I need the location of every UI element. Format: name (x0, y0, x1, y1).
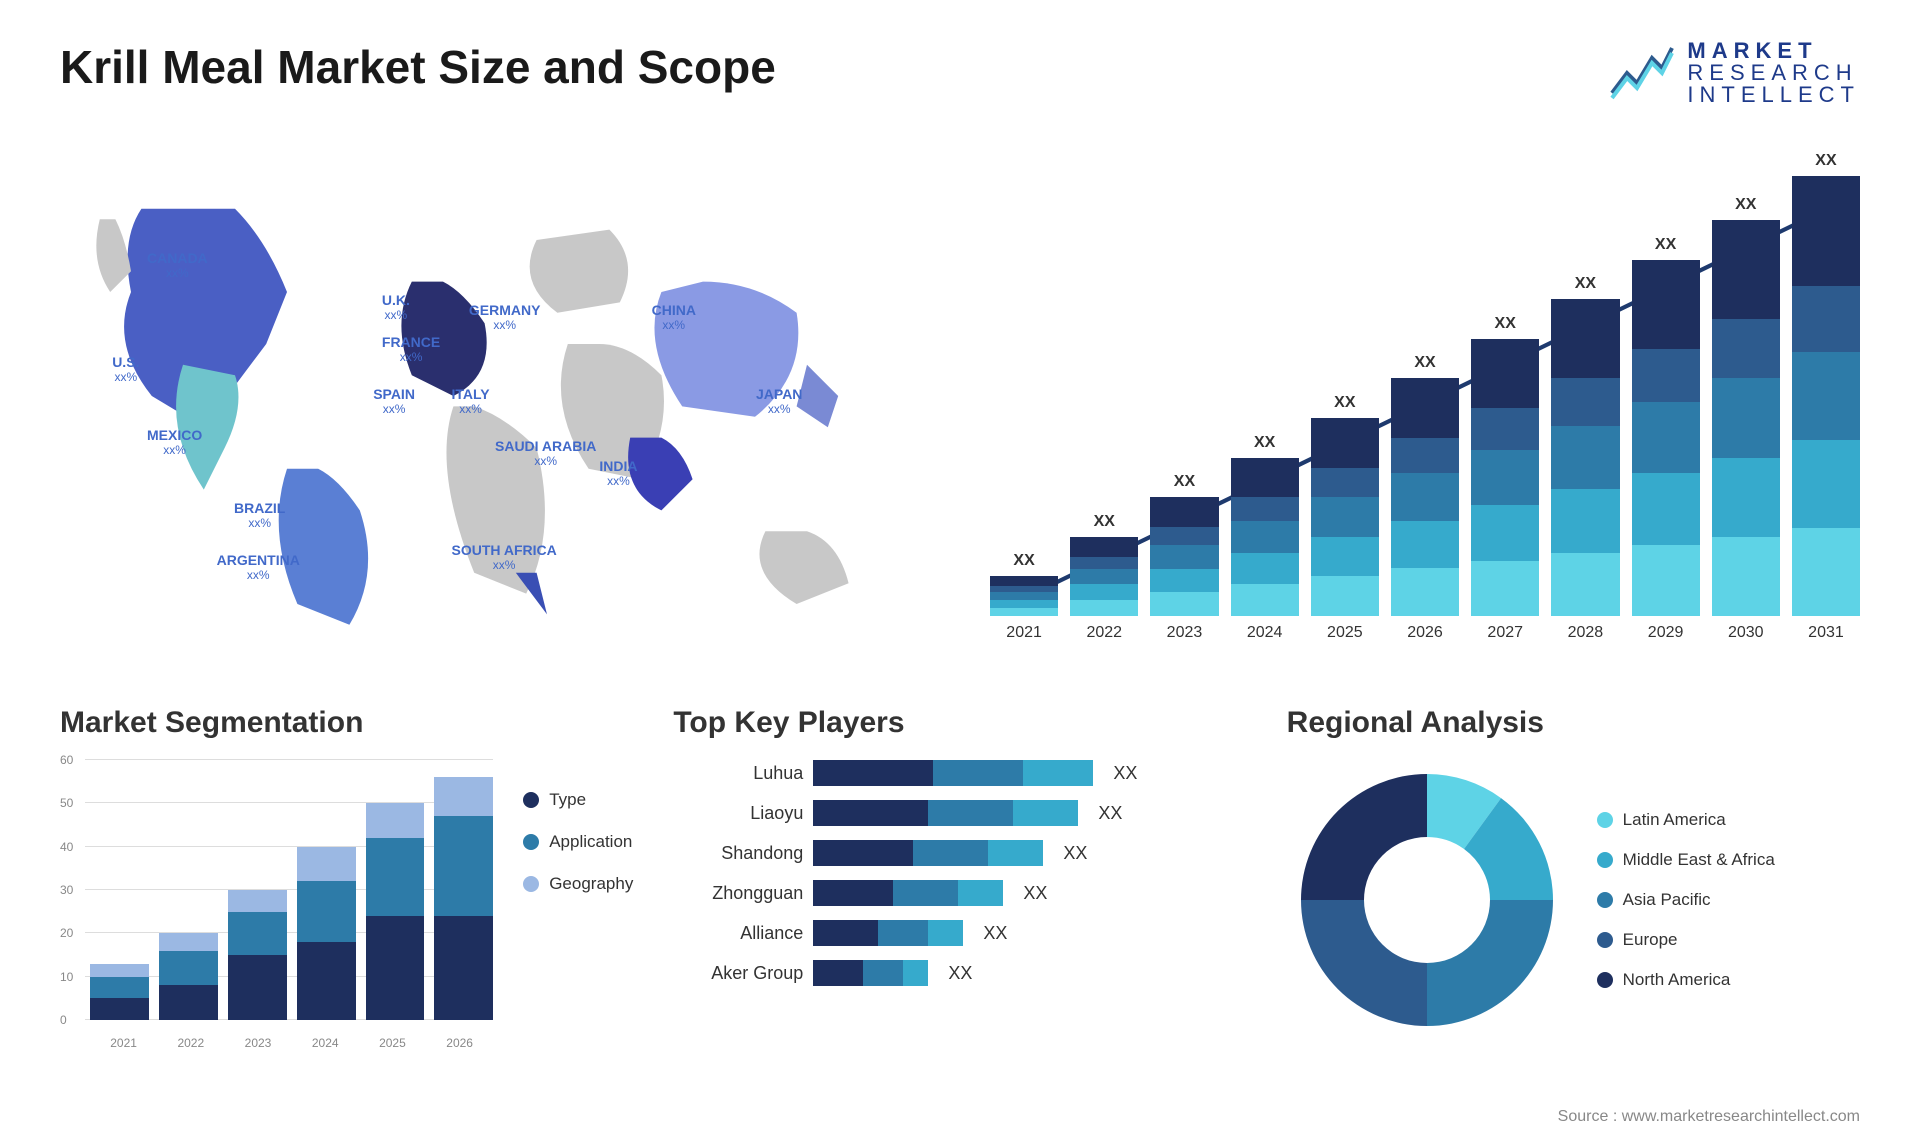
legend-item: Asia Pacific (1597, 890, 1775, 910)
legend-item: Type (523, 790, 633, 810)
player-row: LuhuaXX (673, 760, 1246, 786)
regional-donut-chart (1287, 760, 1567, 1040)
segmentation-bar (297, 847, 356, 1020)
map-label: SPAINxx% (373, 386, 415, 416)
regional-legend: Latin America Middle East & Africa Asia Pa… (1597, 810, 1775, 990)
legend-item: Middle East & Africa (1597, 850, 1775, 870)
legend-item: Europe (1597, 930, 1775, 950)
segmentation-legend: Type Application Geography (523, 760, 633, 1050)
player-row: ShandongXX (673, 840, 1246, 866)
donut-slice (1427, 900, 1553, 1026)
logo-text-1: MARKET (1687, 40, 1860, 62)
player-row: Aker GroupXX (673, 960, 1246, 986)
map-label: U.S.xx% (112, 354, 139, 384)
map-label: INDIAxx% (599, 458, 637, 488)
map-label: GERMANYxx% (469, 302, 541, 332)
forecast-bar: XX2031 (1792, 176, 1860, 616)
forecast-bar-chart: XX2021XX2022XX2023XX2024XX2025XX2026XX20… (990, 136, 1860, 656)
segmentation-title: Market Segmentation (60, 706, 633, 740)
map-label: CHINAxx% (652, 302, 696, 332)
world-map-panel: CANADAxx% U.S.xx% MEXICOxx% BRAZILxx% ARGENT… (60, 136, 930, 656)
legend-item: Geography (523, 874, 633, 894)
logo: MARKET RESEARCH INTELLECT (1607, 40, 1860, 106)
map-label: MEXICOxx% (147, 427, 202, 457)
segmentation-bar (366, 803, 425, 1020)
logo-icon (1607, 43, 1677, 103)
segmentation-chart: 0102030405060202120222023202420252026 (60, 760, 493, 1050)
map-label: ARGENTINAxx% (217, 552, 300, 582)
player-row: ZhongguanXX (673, 880, 1246, 906)
page-title: Krill Meal Market Size and Scope (60, 40, 776, 94)
logo-text-2: RESEARCH (1687, 62, 1860, 84)
segmentation-section: Market Segmentation 01020304050602021202… (60, 706, 633, 1050)
players-title: Top Key Players (673, 706, 1246, 740)
map-label: ITALYxx% (452, 386, 490, 416)
logo-text-3: INTELLECT (1687, 84, 1860, 106)
players-chart: LuhuaXX LiaoyuXX ShandongXX ZhongguanXX Alli… (673, 760, 1246, 986)
forecast-bar: XX2027 (1471, 176, 1539, 616)
regional-title: Regional Analysis (1287, 706, 1860, 740)
donut-slice (1301, 900, 1427, 1026)
map-label: FRANCExx% (382, 334, 440, 364)
forecast-bar: XX2028 (1551, 176, 1619, 616)
forecast-bar: XX2024 (1231, 176, 1299, 616)
legend-item: Latin America (1597, 810, 1775, 830)
legend-item: Application (523, 832, 633, 852)
forecast-bar: XX2023 (1150, 176, 1218, 616)
map-label: BRAZILxx% (234, 500, 285, 530)
segmentation-bar (434, 777, 493, 1020)
forecast-bar: XX2022 (1070, 176, 1138, 616)
player-row: LiaoyuXX (673, 800, 1246, 826)
forecast-bar: XX2030 (1712, 176, 1780, 616)
forecast-bar: XX2025 (1311, 176, 1379, 616)
map-label: SOUTH AFRICAxx% (452, 542, 557, 572)
regional-section: Regional Analysis Latin America Middle Ea… (1287, 706, 1860, 1040)
players-section: Top Key Players LuhuaXX LiaoyuXX ShandongX… (673, 706, 1246, 986)
forecast-bar: XX2021 (990, 176, 1058, 616)
forecast-bar: XX2026 (1391, 176, 1459, 616)
segmentation-bar (90, 964, 149, 1020)
map-label: JAPANxx% (756, 386, 802, 416)
source-text: Source : www.marketresearchintellect.com (1558, 1108, 1860, 1126)
player-row: AllianceXX (673, 920, 1246, 946)
map-label: U.K.xx% (382, 292, 410, 322)
map-label: CANADAxx% (147, 250, 208, 280)
segmentation-bar (159, 933, 218, 1020)
forecast-bar: XX2029 (1632, 176, 1700, 616)
donut-slice (1301, 774, 1427, 900)
segmentation-bar (228, 890, 287, 1020)
map-label: SAUDI ARABIAxx% (495, 438, 596, 468)
legend-item: North America (1597, 970, 1775, 990)
